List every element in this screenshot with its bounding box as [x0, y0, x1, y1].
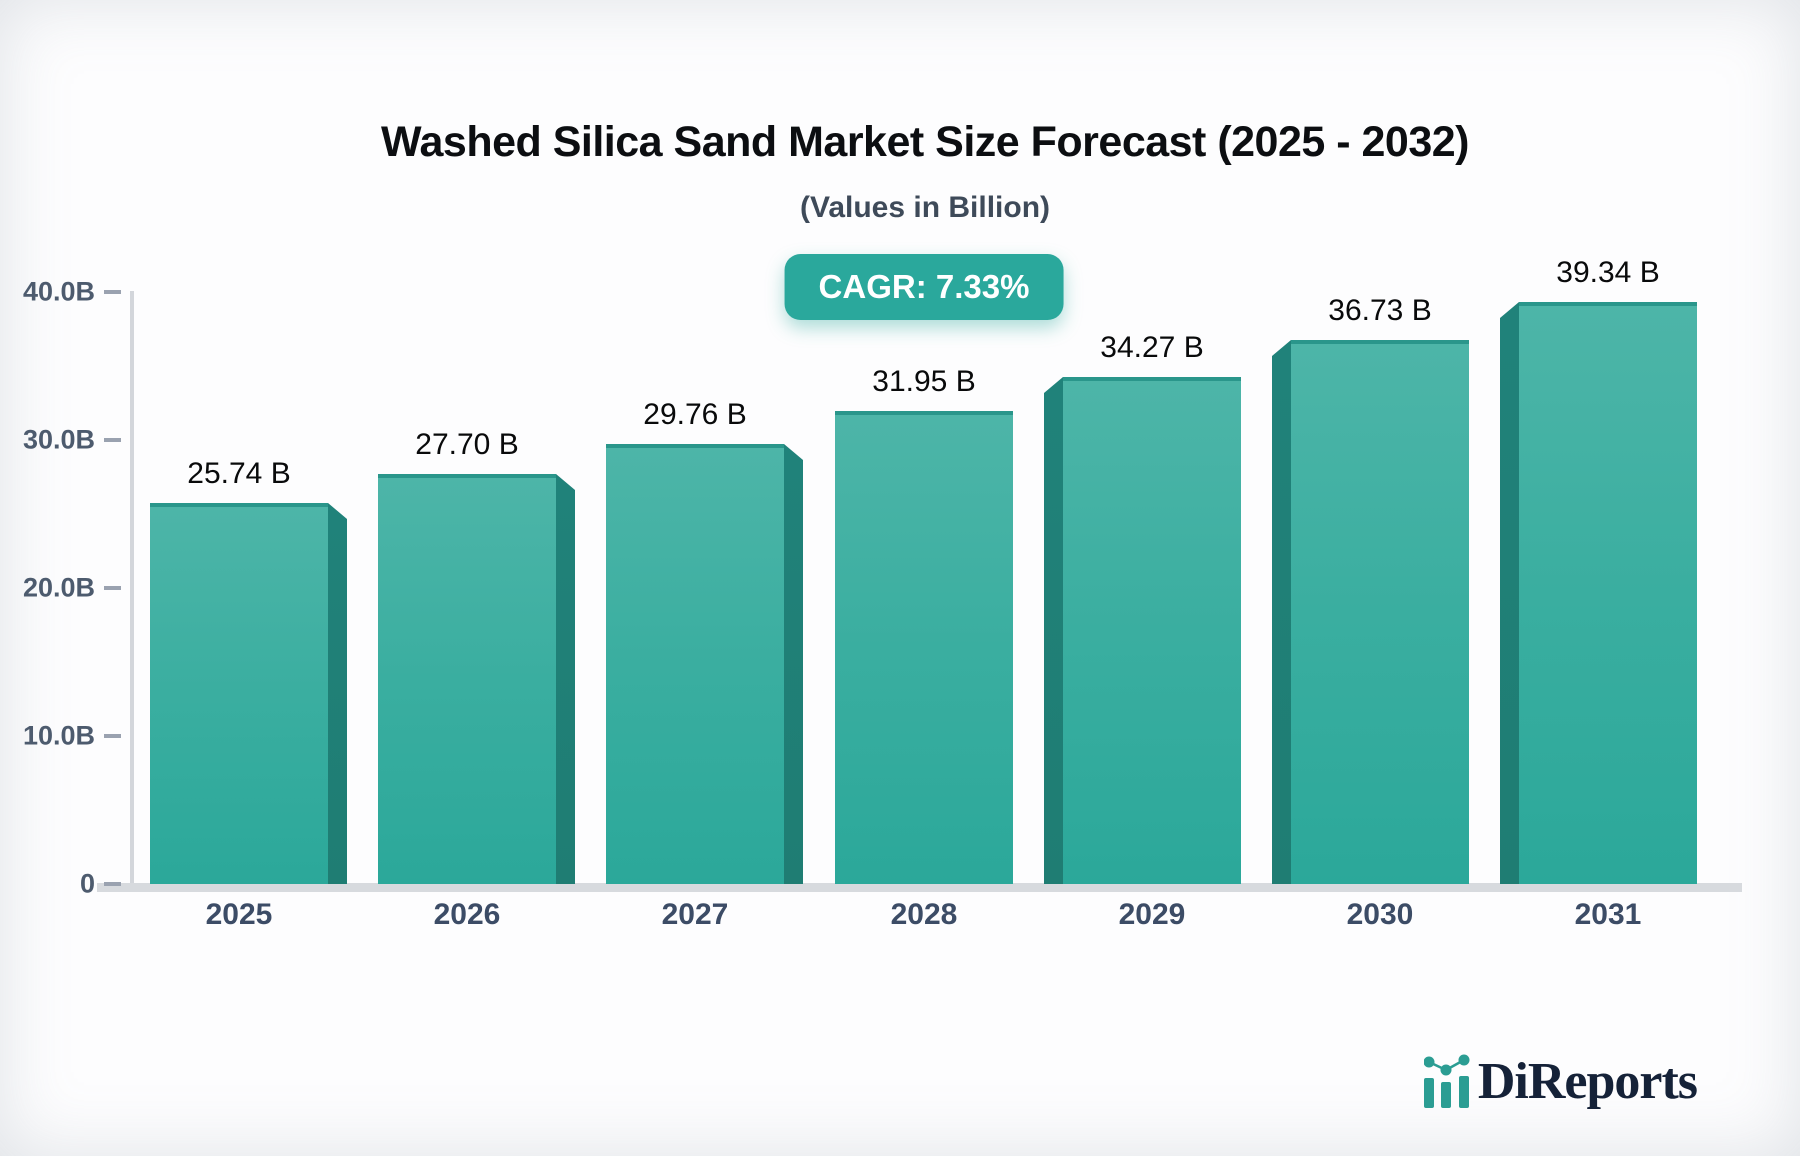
x-tick-label: 2027 — [661, 898, 729, 931]
y-tick-dash — [104, 734, 121, 738]
bar-value-label: 27.70 B — [415, 428, 519, 461]
bar-3d-side — [1044, 377, 1063, 884]
bar-value-label: 34.27 B — [1100, 331, 1204, 364]
bar — [606, 444, 784, 884]
brand-name: DiReports — [1477, 1053, 1698, 1110]
chart-header: Washed Silica Sand Market Size Forecast … — [0, 118, 1800, 225]
cagr-badge: CAGR: 7.33% — [784, 254, 1064, 320]
bar-3d-side — [1272, 340, 1291, 884]
y-tick-dash — [104, 882, 121, 886]
bar-3d-side — [556, 474, 575, 884]
bar-value-label: 31.95 B — [872, 365, 976, 398]
y-tick-label: 20.0B — [22, 572, 95, 603]
bar — [1291, 340, 1469, 884]
bar-value-label: 29.76 B — [643, 398, 747, 431]
bar-group: 29.76 B 2027 — [606, 0, 803, 931]
x-tick-label: 2026 — [433, 898, 501, 931]
bar-group: 34.27 B 2029 — [1044, 0, 1241, 931]
x-tick-label: 2031 — [1574, 898, 1642, 931]
x-tick-label: 2025 — [205, 898, 273, 931]
y-tick-dash — [104, 586, 121, 590]
y-tick-label: 40.0B — [22, 276, 95, 307]
bar — [1063, 377, 1241, 884]
x-tick-label: 2030 — [1346, 898, 1414, 931]
y-tick-dash — [104, 290, 121, 294]
y-tick-dash — [104, 438, 121, 442]
x-tick-label: 2028 — [890, 898, 958, 931]
y-tick-label: 10.0B — [22, 720, 95, 751]
brand-logo: DiReports — [1423, 1048, 1698, 1110]
y-tick-label: 0 — [79, 868, 95, 899]
bar — [378, 474, 556, 884]
bar-3d-side — [784, 444, 803, 884]
y-tick-label: 30.0B — [22, 424, 95, 455]
chart-title: Washed Silica Sand Market Size Forecast … — [381, 118, 1470, 166]
y-axis-line — [130, 291, 134, 884]
bar — [150, 503, 328, 884]
bar-value-label: 39.34 B — [1556, 256, 1660, 289]
bar-group: 31.95 B 2028 — [835, 0, 1013, 931]
bar-3d-side — [328, 503, 347, 884]
bar-value-label: 36.73 B — [1328, 294, 1432, 327]
bar — [1519, 302, 1697, 884]
bar-line-chart-icon — [1423, 1054, 1470, 1108]
chart-subtitle: (Values in Billion) — [799, 191, 1051, 224]
bar-3d-side — [1500, 302, 1519, 884]
bar — [835, 411, 1013, 884]
bar-group: 27.70 B 2026 — [378, 0, 575, 931]
bar-group: 25.74 B 2025 — [150, 0, 347, 931]
bar-group: 36.73 B 2030 — [1272, 0, 1469, 931]
x-axis-baseline — [97, 883, 1742, 892]
bar-group: 39.34 B 2031 — [1500, 0, 1697, 931]
x-tick-label: 2029 — [1118, 898, 1186, 931]
bar-value-label: 25.74 B — [187, 457, 291, 490]
